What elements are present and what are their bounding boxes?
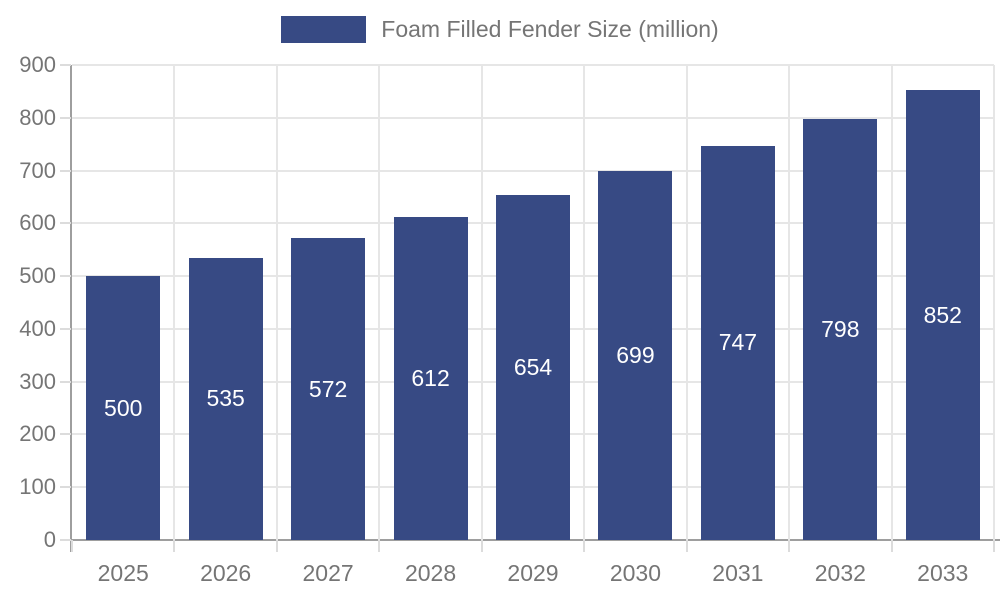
y-tick-700	[60, 169, 71, 172]
x-tick-2	[275, 540, 278, 552]
legend-label: Foam Filled Fender Size (million)	[381, 16, 719, 42]
x-tick-5	[583, 540, 586, 552]
x-tick-0	[71, 540, 73, 552]
x-tick-6	[685, 540, 688, 552]
gridline-y-800	[72, 116, 994, 119]
bar-value-label-2028: 612	[411, 365, 450, 391]
y-tick-label-0: 0	[43, 527, 56, 552]
gridline-x-2	[275, 65, 278, 540]
x-tick-label-2026: 2026	[200, 560, 252, 586]
bar-value-label-2031: 747	[718, 329, 758, 356]
gridline-x-7	[788, 65, 791, 540]
gridline-y-900	[72, 64, 994, 66]
gridline-x-6	[685, 65, 688, 540]
x-tick-1	[173, 540, 176, 552]
x-tick-4	[480, 540, 483, 552]
x-tick-3	[378, 540, 381, 552]
y-tick-label-700: 700	[19, 157, 56, 183]
y-tick-800	[60, 116, 71, 119]
bar-value-label-2026: 535	[206, 385, 245, 412]
gridline-x-9	[993, 65, 995, 540]
x-tick-label-2033: 2033	[917, 560, 969, 586]
y-tick-label-800: 800	[19, 104, 56, 130]
gridline-x-1	[173, 65, 176, 540]
y-tick-300	[60, 380, 71, 383]
y-axis-line	[70, 65, 72, 552]
x-tick-label-2029: 2029	[507, 560, 559, 586]
legend: Foam Filled Fender Size (million)	[0, 16, 1000, 43]
bar-2028: 612	[393, 217, 468, 540]
y-tick-600	[60, 222, 71, 225]
y-tick-label-100: 100	[19, 474, 56, 500]
y-tick-900	[60, 64, 71, 66]
legend-swatch	[281, 16, 367, 43]
gridline-x-3	[378, 65, 381, 540]
bar-value-label-2033: 852	[923, 301, 962, 328]
bar-value-label-2027: 572	[308, 375, 348, 402]
bar-value-label-2030: 699	[616, 342, 655, 369]
y-tick-500	[60, 275, 71, 278]
gridline-x-4	[480, 65, 483, 540]
bar-2025: 500	[86, 276, 161, 540]
gridline-x-5	[583, 65, 586, 540]
y-tick-label-400: 400	[19, 315, 56, 341]
y-tick-label-600: 600	[19, 210, 56, 236]
y-tick-400	[60, 327, 71, 330]
x-tick-label-2030: 2030	[609, 560, 662, 586]
bar-value-label-2025: 500	[104, 394, 143, 421]
y-tick-label-200: 200	[19, 421, 56, 447]
y-tick-label-300: 300	[19, 368, 56, 394]
x-tick-label-2028: 2028	[404, 560, 457, 586]
bar-2033: 852	[905, 90, 980, 540]
x-tick-label-2025: 2025	[97, 560, 149, 586]
x-axis-line	[61, 539, 1000, 541]
bar-2032: 798	[803, 118, 878, 540]
x-tick-label-2031: 2031	[712, 560, 764, 586]
x-tick-9	[993, 540, 995, 552]
y-tick-100	[60, 486, 71, 489]
x-tick-7	[788, 540, 791, 552]
plot-area: 500 535 572 612 654 699 747 798 852	[72, 64, 995, 540]
bar-2030: 699	[598, 171, 673, 540]
bar-value-label-2029: 654	[513, 353, 553, 380]
x-tick-label-2032: 2032	[814, 560, 866, 586]
x-tick-8	[890, 540, 893, 552]
bar-2027: 572	[291, 238, 366, 540]
y-tick-label-900: 900	[19, 52, 56, 77]
gridline-x-8	[890, 65, 893, 540]
bar-2031: 747	[700, 145, 775, 540]
y-tick-200	[60, 433, 71, 436]
x-tick-label-2027: 2027	[302, 560, 354, 586]
bar-value-label-2032: 798	[821, 315, 860, 342]
y-tick-label-500: 500	[19, 263, 56, 289]
gridline-y-700	[72, 169, 994, 172]
bar-2029: 654	[496, 194, 570, 540]
y-tick-0	[60, 539, 71, 541]
bar-2026: 535	[188, 257, 263, 540]
